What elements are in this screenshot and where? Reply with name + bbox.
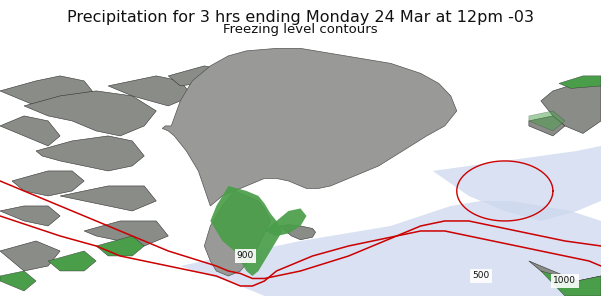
Polygon shape xyxy=(0,76,96,116)
Polygon shape xyxy=(12,171,84,196)
Polygon shape xyxy=(541,83,601,133)
Polygon shape xyxy=(162,48,457,206)
Text: 900: 900 xyxy=(237,252,254,260)
Polygon shape xyxy=(108,76,192,106)
Polygon shape xyxy=(84,221,168,246)
Text: 500: 500 xyxy=(472,271,489,281)
Polygon shape xyxy=(96,236,144,256)
Polygon shape xyxy=(559,76,601,89)
Polygon shape xyxy=(0,116,60,146)
Polygon shape xyxy=(204,191,270,276)
Polygon shape xyxy=(0,271,36,291)
Polygon shape xyxy=(279,225,316,240)
Polygon shape xyxy=(264,208,307,236)
Polygon shape xyxy=(529,261,601,296)
Polygon shape xyxy=(60,186,156,211)
Text: 1000: 1000 xyxy=(554,276,576,286)
Polygon shape xyxy=(48,251,96,271)
Polygon shape xyxy=(433,146,601,221)
Polygon shape xyxy=(36,136,144,171)
Polygon shape xyxy=(168,66,228,86)
Polygon shape xyxy=(541,271,601,296)
Polygon shape xyxy=(0,206,60,226)
Polygon shape xyxy=(0,241,60,271)
Text: Precipitation for 3 hrs ending Monday 24 Mar at 12pm -03: Precipitation for 3 hrs ending Monday 24… xyxy=(67,10,534,25)
Polygon shape xyxy=(529,116,565,136)
Polygon shape xyxy=(180,201,601,296)
Text: Freezing level contours: Freezing level contours xyxy=(223,23,378,36)
Polygon shape xyxy=(529,111,565,131)
Polygon shape xyxy=(24,91,156,136)
Polygon shape xyxy=(210,186,282,276)
